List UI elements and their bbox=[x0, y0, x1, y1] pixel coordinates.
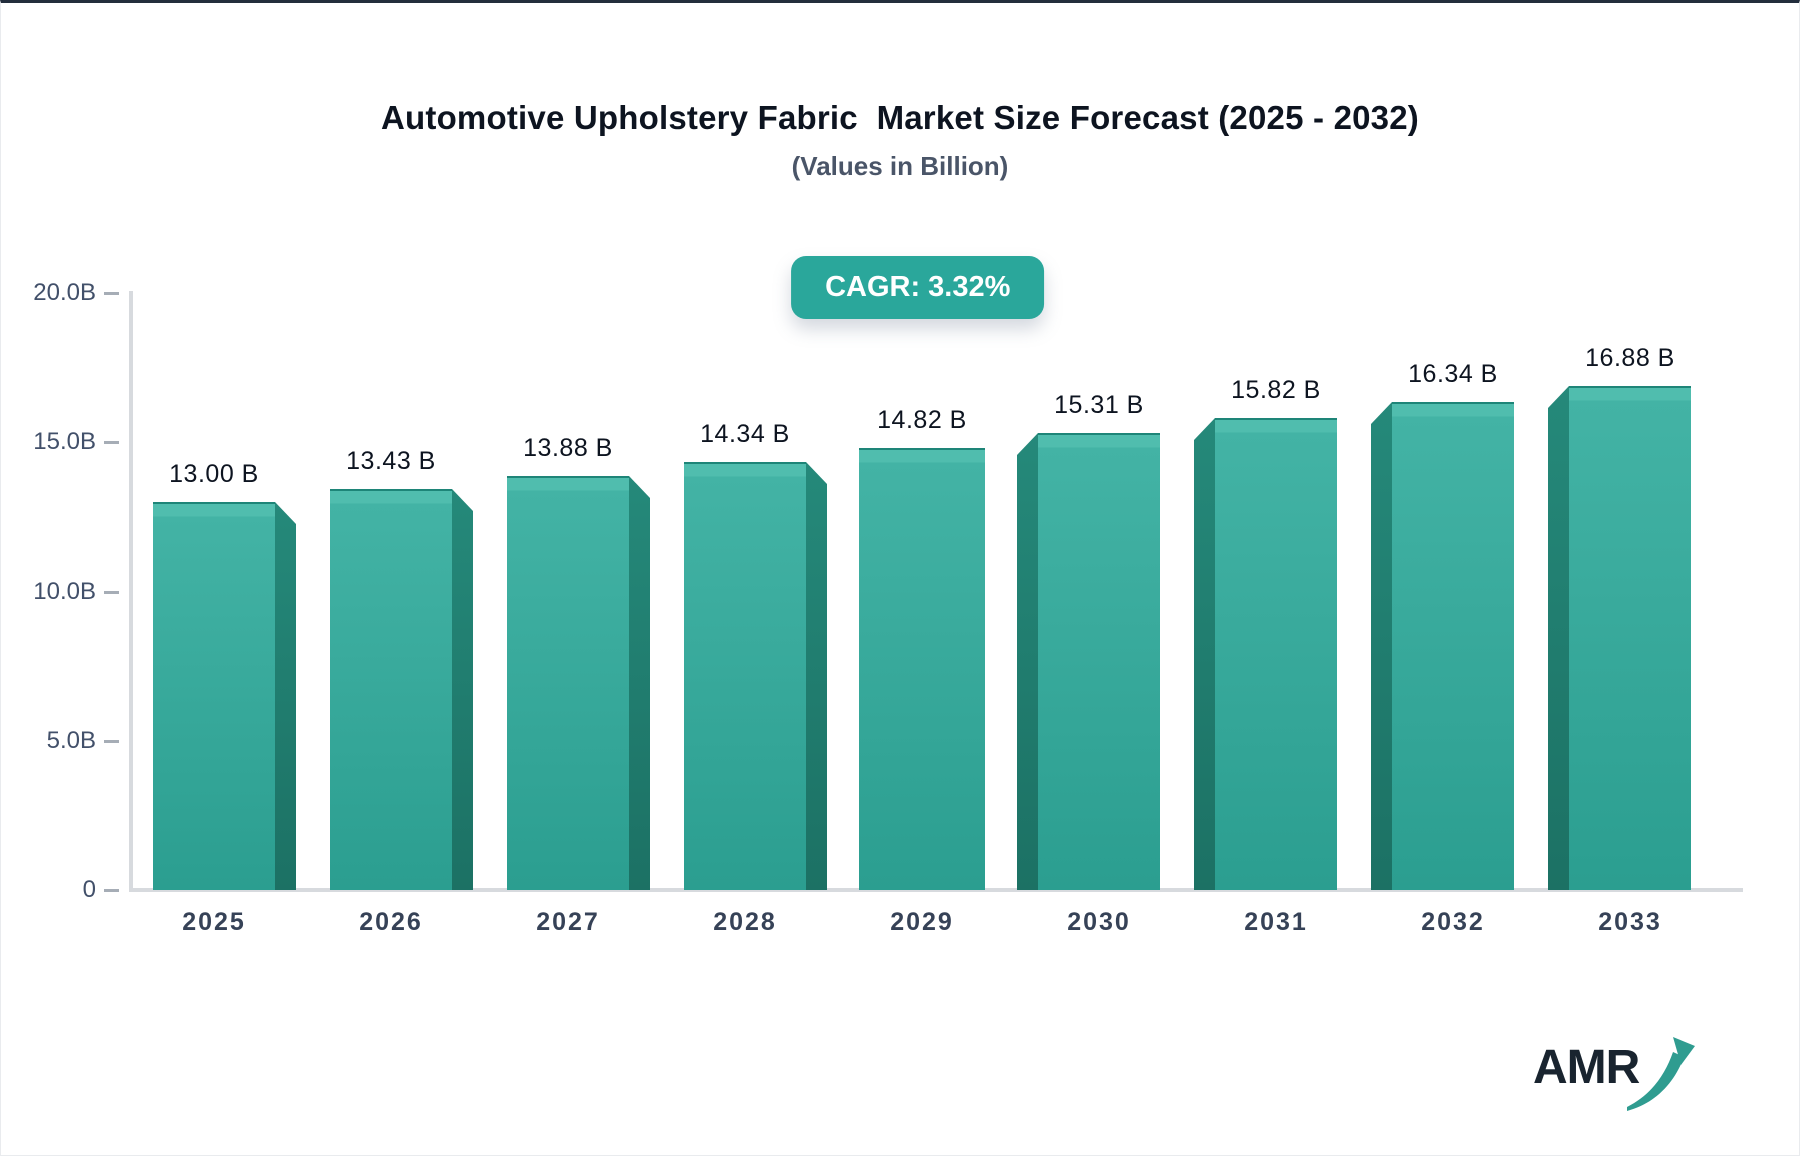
x-axis-label: 2029 bbox=[890, 908, 954, 936]
bar-face bbox=[684, 462, 806, 890]
bar-side bbox=[629, 476, 650, 890]
chart-subtitle: (Values in Billion) bbox=[791, 151, 1009, 181]
bar bbox=[1548, 386, 1691, 890]
y-tick-label: 0 bbox=[82, 876, 96, 903]
x-axis-label: 2030 bbox=[1067, 908, 1131, 936]
bar-face bbox=[1569, 386, 1691, 890]
x-axis-label: 2027 bbox=[536, 908, 600, 936]
bar-side bbox=[275, 502, 296, 890]
bar-face bbox=[1392, 402, 1514, 890]
chart-title: Automotive Upholstery Fabric Market Size… bbox=[381, 99, 1419, 136]
trend-up-arrow-icon bbox=[1627, 1037, 1696, 1111]
x-axis-label: 2032 bbox=[1421, 908, 1485, 936]
cagr-badge: CAGR: 3.32% bbox=[791, 256, 1045, 319]
bar-value-label: 13.00 B bbox=[169, 460, 259, 488]
cagr-label: CAGR: 3.32% bbox=[825, 271, 1011, 303]
y-tick-label: 5.0B bbox=[46, 726, 96, 754]
y-tick-label: 15.0B bbox=[33, 428, 96, 456]
bar-face bbox=[153, 502, 275, 890]
y-tick-dash bbox=[104, 441, 119, 445]
bar bbox=[507, 476, 650, 890]
bar-value-label: 15.82 B bbox=[1231, 376, 1321, 404]
bar-value-label: 13.88 B bbox=[523, 434, 613, 462]
bar-value-label: 13.43 B bbox=[346, 447, 436, 475]
bar-side bbox=[1371, 402, 1392, 890]
y-tick-dash bbox=[104, 590, 119, 594]
bar-value-label: 16.88 B bbox=[1585, 344, 1675, 372]
bar-value-label: 14.82 B bbox=[877, 406, 967, 434]
bar bbox=[153, 502, 296, 890]
bar-side bbox=[1017, 433, 1038, 890]
x-axis-label: 2025 bbox=[182, 908, 246, 936]
x-axis-label: 2033 bbox=[1598, 908, 1662, 936]
x-axis-line bbox=[129, 888, 1743, 892]
plot-area: 20.0B 15.0B 10.0B 5.0B 0 13.00 B 13.43 B 13.88… bbox=[1, 3, 1799, 1155]
bar-face bbox=[1215, 418, 1337, 890]
bar-face bbox=[507, 476, 629, 890]
y-tick-dash bbox=[104, 292, 119, 295]
y-tick-label: 20.0B bbox=[33, 279, 96, 306]
bar bbox=[1017, 433, 1160, 890]
bar bbox=[859, 448, 985, 890]
bar-face bbox=[1038, 433, 1160, 890]
bar-value-label: 14.34 B bbox=[700, 420, 790, 448]
logo-text: AMR bbox=[1533, 1041, 1640, 1094]
bar-face bbox=[330, 489, 452, 890]
bar-side bbox=[1548, 386, 1569, 890]
bar bbox=[1194, 418, 1337, 890]
bar-side bbox=[452, 489, 473, 890]
y-tick-dash bbox=[104, 739, 119, 743]
bar-face bbox=[859, 448, 985, 890]
bar bbox=[684, 462, 827, 890]
y-tick-label: 10.0B bbox=[33, 577, 96, 605]
bar-value-label: 15.31 B bbox=[1054, 391, 1144, 419]
bar-side bbox=[1194, 418, 1215, 890]
y-axis-line bbox=[129, 291, 133, 892]
x-axis-label: 2031 bbox=[1244, 908, 1308, 936]
bar bbox=[1371, 402, 1514, 890]
y-tick-dash bbox=[104, 889, 119, 892]
bar bbox=[330, 489, 473, 890]
x-axis-label: 2028 bbox=[713, 908, 777, 936]
amr-logo: AMR bbox=[1533, 1037, 1696, 1113]
bar-value-label: 16.34 B bbox=[1408, 360, 1498, 388]
bar-side bbox=[806, 462, 827, 890]
x-axis-label: 2026 bbox=[359, 908, 423, 936]
